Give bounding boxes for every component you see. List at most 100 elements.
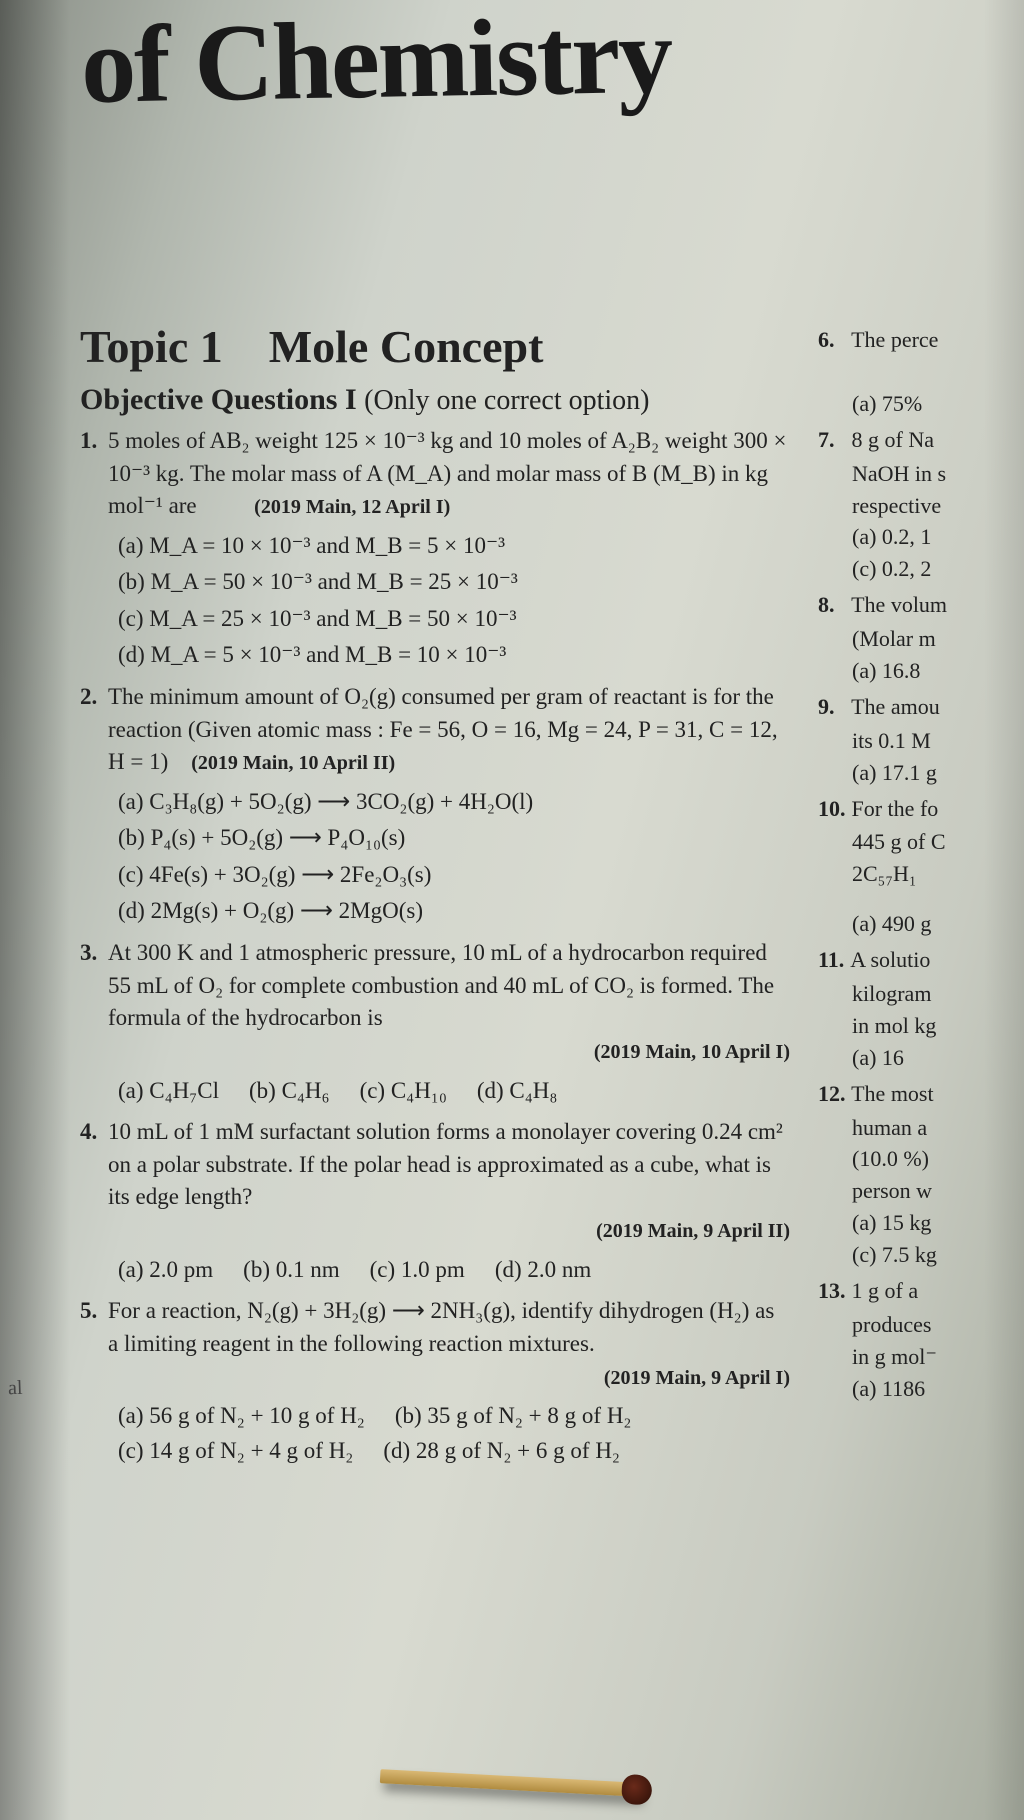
q10-num: 10. [818, 793, 846, 825]
q1-body: 5 moles of AB₂ weight 125 × 10⁻³ kg and … [108, 425, 790, 523]
q9-num: 9. [818, 691, 846, 723]
q9-opt-a: (a) 17.1 g [852, 757, 978, 789]
q5-opt-a: (a) 56 g of N₂ + 10 g of H₂ [118, 1399, 365, 1434]
q12-text: The most [851, 1081, 934, 1106]
q7-l3: respective [852, 490, 978, 522]
q5-opt-d: (d) 28 g of N₂ + 6 g of H₂ [383, 1434, 620, 1469]
q4-opt-a: (a) 2.0 pm [118, 1253, 213, 1288]
question-6: 6. The perce [818, 324, 978, 356]
q5-text: For a reaction, N₂(g) + 3H₂(g) ⟶ 2NH₃(g)… [108, 1298, 774, 1356]
q4-text: 10 mL of 1 mM surfactant solution forms … [108, 1119, 783, 1209]
q8-opt-a: (a) 16.8 [852, 655, 978, 687]
q7-opt-c: (c) 0.2, 2 [852, 553, 978, 585]
q7-l2: NaOH in s [852, 458, 978, 490]
q1-opt-a: (a) M_A = 10 × 10⁻³ and M_B = 5 × 10⁻³ [118, 529, 790, 564]
q3-text: At 300 K and 1 atmospheric pressure, 10 … [108, 940, 774, 1030]
q3-body: At 300 K and 1 atmospheric pressure, 10 … [108, 937, 790, 1068]
q1-tag: (2019 Main, 12 April I) [254, 496, 450, 518]
q3-opt-a: (a) C₄H₇Cl [118, 1074, 219, 1109]
q12-opt-a: (a) 15 kg [852, 1207, 978, 1239]
q3-num: 3. [80, 937, 108, 1068]
q10-opt-a: (a) 490 g [852, 908, 978, 940]
q7-num: 7. [818, 424, 846, 456]
q10-text: For the fo [852, 796, 939, 821]
q7-text: 8 g of Na [852, 427, 934, 452]
spacer [80, 120, 1024, 320]
question-9: 9. The amou [818, 691, 978, 723]
q2-body: The minimum amount of O₂(g) consumed per… [108, 681, 790, 779]
q3-tag: (2019 Main, 10 April I) [594, 1041, 790, 1063]
q1-opt-c: (c) M_A = 25 × 10⁻³ and M_B = 50 × 10⁻³ [118, 602, 790, 637]
section-label: Objective Questions I [80, 383, 357, 416]
q1-opt-b: (b) M_A = 50 × 10⁻³ and M_B = 25 × 10⁻³ [118, 565, 790, 600]
content-columns: Topic 1 Mole Concept Objective Questions… [80, 320, 1024, 1468]
question-7: 7. 8 g of Na [818, 424, 978, 456]
question-3: 3. At 300 K and 1 atmospheric pressure, … [80, 937, 790, 1068]
left-column: Topic 1 Mole Concept Objective Questions… [80, 320, 790, 1468]
q3-opt-b: (b) C₄H₆ [249, 1074, 330, 1109]
q13-l3: in g mol⁻ [852, 1341, 978, 1373]
q10-l2: 445 g of C [852, 826, 978, 858]
q5-tag: (2019 Main, 9 April I) [604, 1367, 790, 1389]
q11-l3: in mol kg [852, 1010, 978, 1042]
q2-num: 2. [80, 681, 108, 779]
question-12: 12. The most [818, 1078, 978, 1110]
q4-tag: (2019 Main, 9 April II) [596, 1220, 790, 1242]
q11-opt-a: (a) 16 [852, 1042, 978, 1074]
q1-opt-d: (d) M_A = 5 × 10⁻³ and M_B = 10 × 10⁻³ [118, 638, 790, 673]
q9-l2: its 0.1 M [852, 725, 978, 757]
q12-l3: (10.0 %) [852, 1143, 978, 1175]
q4-num: 4. [80, 1116, 108, 1247]
q13-opt-a: (a) 1186 [852, 1373, 978, 1405]
matchstick-icon [380, 1769, 640, 1797]
question-2: 2. The minimum amount of O₂(g) consumed … [80, 681, 790, 779]
question-11: 11. A solutio [818, 944, 978, 976]
q2-options: (a) C₃H₈(g) + 5O₂(g) ⟶ 3CO₂(g) + 4H₂O(l)… [118, 785, 790, 929]
q13-l2: produces [852, 1309, 978, 1341]
q11-num: 11. [818, 944, 846, 976]
q3-opt-d: (d) C₄H₈ [477, 1074, 558, 1109]
q5-body: For a reaction, N₂(g) + 3H₂(g) ⟶ 2NH₃(g)… [108, 1295, 790, 1393]
q4-opt-b: (b) 0.1 nm [243, 1253, 339, 1288]
q3-opt-c: (c) C₄H₁₀ [360, 1074, 447, 1109]
q5-num: 5. [80, 1295, 108, 1393]
q6-text: The perce [851, 327, 938, 352]
q6-num: 6. [818, 324, 846, 356]
q2-opt-d: (d) 2Mg(s) + O₂(g) ⟶ 2MgO(s) [118, 894, 790, 929]
q1-num: 1. [80, 425, 108, 523]
question-1: 1. 5 moles of AB₂ weight 125 × 10⁻³ kg a… [80, 425, 790, 523]
q3-options: (a) C₄H₇Cl (b) C₄H₆ (c) C₄H₁₀ (d) C₄H₈ [118, 1074, 790, 1109]
q7-opt-a: (a) 0.2, 1 [852, 521, 978, 553]
q4-body: 10 mL of 1 mM surfactant solution forms … [108, 1116, 790, 1247]
question-10: 10. For the fo [818, 793, 978, 825]
q2-opt-c: (c) 4Fe(s) + 3O₂(g) ⟶ 2Fe₂O₃(s) [118, 858, 790, 893]
question-5: 5. For a reaction, N₂(g) + 3H₂(g) ⟶ 2NH₃… [80, 1295, 790, 1393]
q4-options: (a) 2.0 pm (b) 0.1 nm (c) 1.0 pm (d) 2.0… [118, 1253, 790, 1288]
section-sub: (Only one correct option) [364, 385, 649, 416]
q12-l4: person w [852, 1175, 978, 1207]
q1-options: (a) M_A = 10 × 10⁻³ and M_B = 5 × 10⁻³ (… [118, 529, 790, 673]
q6-opt-a: (a) 75% [852, 388, 978, 420]
section-title: Objective Questions I (Only one correct … [80, 383, 790, 417]
q9-text: The amou [851, 694, 940, 719]
q10-l3: 2C₅₇H₁ [852, 858, 978, 890]
q2-opt-a: (a) C₃H₈(g) + 5O₂(g) ⟶ 3CO₂(g) + 4H₂O(l) [118, 785, 790, 820]
q12-opt-c: (c) 7.5 kg [852, 1239, 978, 1271]
q11-text: A solutio [850, 947, 930, 972]
right-column: 6. The perce (a) 75% 7. 8 g of Na NaOH i… [818, 320, 978, 1405]
q8-l2: (Molar m [852, 623, 978, 655]
question-8: 8. The volum [818, 589, 978, 621]
q13-num: 13. [818, 1275, 846, 1307]
q5-opt-c: (c) 14 g of N₂ + 4 g of H₂ [118, 1434, 353, 1469]
q11-l2: kilogram [852, 978, 978, 1010]
side-cut-label: al [8, 1377, 23, 1400]
q8-num: 8. [818, 589, 846, 621]
q4-opt-c: (c) 1.0 pm [370, 1253, 465, 1288]
topic-title: Topic 1 Mole Concept [80, 320, 790, 373]
page: of Chemistry Topic 1 Mole Concept Object… [0, 0, 1024, 1820]
question-13: 13. 1 g of a [818, 1275, 978, 1307]
q5-options: (a) 56 g of N₂ + 10 g of H₂ (b) 35 g of … [118, 1399, 790, 1468]
q12-l2: human a [852, 1112, 978, 1144]
q13-text: 1 g of a [852, 1278, 919, 1303]
q4-opt-d: (d) 2.0 nm [495, 1253, 591, 1288]
